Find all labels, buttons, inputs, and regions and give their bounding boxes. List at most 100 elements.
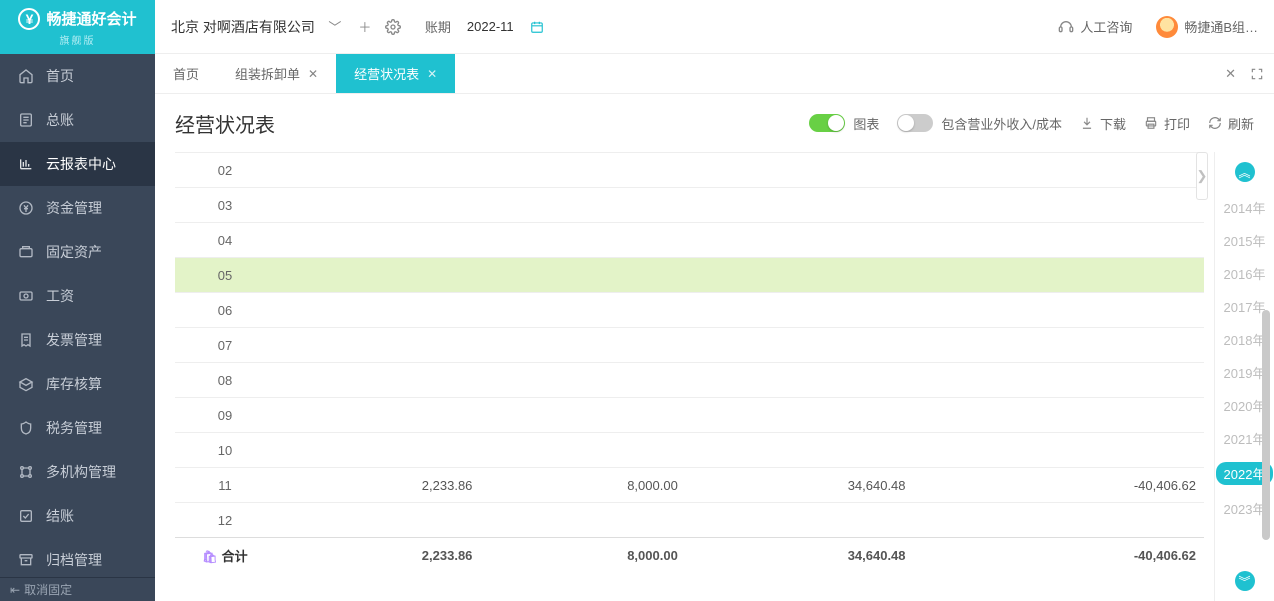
company-dropdown-icon[interactable]: ﹀ bbox=[325, 17, 345, 36]
sidebar-pin-toggle[interactable]: ⇤ 取消固定 bbox=[0, 577, 155, 601]
row-label: 11 bbox=[175, 468, 275, 503]
cell bbox=[275, 258, 480, 293]
print-button[interactable]: 打印 bbox=[1144, 114, 1190, 133]
table-row[interactable]: 06 bbox=[175, 293, 1204, 328]
row-label: 06 bbox=[175, 293, 275, 328]
year-item[interactable]: 2014年 bbox=[1224, 198, 1266, 217]
cell bbox=[914, 398, 963, 433]
year-item[interactable]: 2017年 bbox=[1224, 297, 1266, 316]
tab-close-icon[interactable]: ✕ bbox=[427, 67, 437, 81]
table-row[interactable]: 04 bbox=[175, 223, 1204, 258]
support-link[interactable]: 人工咨询 bbox=[1058, 17, 1132, 36]
table-row[interactable]: 09 bbox=[175, 398, 1204, 433]
total-cell: 34,640.48 bbox=[686, 538, 914, 573]
year-item[interactable]: 2018年 bbox=[1224, 330, 1266, 349]
year-item[interactable]: 2023年 bbox=[1224, 499, 1266, 518]
table-row[interactable]: 112,233.868,000.0034,640.48-40,406.62 bbox=[175, 468, 1204, 503]
cell bbox=[686, 398, 914, 433]
tabs-close-all-icon[interactable]: ✕ bbox=[1225, 66, 1236, 82]
company-selector[interactable]: 北京 对啊酒店有限公司 bbox=[171, 17, 315, 37]
sidebar-item-label: 云报表中心 bbox=[46, 154, 116, 174]
sidebar-item-8[interactable]: 税务管理 bbox=[0, 406, 155, 450]
cell bbox=[963, 363, 1204, 398]
cell bbox=[275, 433, 480, 468]
cell bbox=[686, 363, 914, 398]
cell bbox=[914, 188, 963, 223]
cell bbox=[914, 293, 963, 328]
user-menu[interactable]: 畅捷通B组… bbox=[1156, 16, 1258, 38]
table-row[interactable]: 12 bbox=[175, 503, 1204, 538]
cell bbox=[480, 398, 685, 433]
download-label: 下载 bbox=[1100, 114, 1126, 133]
sidebar-item-3[interactable]: 资金管理 bbox=[0, 186, 155, 230]
sidebar-item-4[interactable]: 固定资产 bbox=[0, 230, 155, 274]
table-row[interactable]: 02 bbox=[175, 153, 1204, 188]
cell bbox=[963, 258, 1204, 293]
archive-icon bbox=[18, 552, 34, 568]
year-item[interactable]: 2020年 bbox=[1224, 396, 1266, 415]
table-row[interactable]: 08 bbox=[175, 363, 1204, 398]
main-region: 北京 对啊酒店有限公司 ﹀ ＋ 账期 2022-11 人工咨询 畅捷通B组… 首… bbox=[155, 0, 1274, 601]
sidebar-item-label: 多机构管理 bbox=[46, 462, 116, 482]
year-item[interactable]: 2019年 bbox=[1224, 363, 1266, 382]
tab-1[interactable]: 组装拆卸单✕ bbox=[217, 54, 336, 93]
data-table: 020304050607080910112,233.868,000.0034,6… bbox=[175, 152, 1204, 573]
year-item[interactable]: 2021年 bbox=[1224, 429, 1266, 448]
table-row[interactable]: 03 bbox=[175, 188, 1204, 223]
settings-icon[interactable] bbox=[385, 19, 405, 35]
table-row[interactable]: 05 bbox=[175, 258, 1204, 293]
table-row[interactable]: 10 bbox=[175, 433, 1204, 468]
panel-collapse-handle[interactable]: ❯ bbox=[1196, 152, 1208, 200]
cell bbox=[686, 153, 914, 188]
tab-2[interactable]: 经营状况表✕ bbox=[336, 54, 455, 93]
cell bbox=[480, 293, 685, 328]
tab-close-icon[interactable]: ✕ bbox=[308, 67, 318, 81]
download-button[interactable]: 下载 bbox=[1080, 114, 1126, 133]
fullscreen-icon[interactable] bbox=[1250, 67, 1264, 81]
cell bbox=[480, 258, 685, 293]
vertical-scrollbar[interactable] bbox=[1262, 310, 1270, 570]
row-label: 12 bbox=[175, 503, 275, 538]
total-cell bbox=[914, 538, 963, 573]
sidebar-item-11[interactable]: 归档管理 bbox=[0, 538, 155, 577]
sidebar-item-label: 结账 bbox=[46, 506, 74, 526]
home-icon bbox=[18, 68, 34, 84]
sidebar-item-7[interactable]: 库存核算 bbox=[0, 362, 155, 406]
sidebar-item-label: 总账 bbox=[46, 110, 74, 130]
sidebar-item-10[interactable]: 结账 bbox=[0, 494, 155, 538]
cell bbox=[914, 433, 963, 468]
sidebar-item-6[interactable]: 发票管理 bbox=[0, 318, 155, 362]
close-icon bbox=[18, 508, 34, 524]
download-icon bbox=[1080, 116, 1094, 130]
cell bbox=[686, 188, 914, 223]
sidebar-item-0[interactable]: 首页 bbox=[0, 54, 155, 98]
sidebar-item-5[interactable]: 工资 bbox=[0, 274, 155, 318]
sidebar-item-9[interactable]: 多机构管理 bbox=[0, 450, 155, 494]
cell bbox=[480, 328, 685, 363]
toggle-chart[interactable] bbox=[809, 114, 845, 132]
refresh-button[interactable]: 刷新 bbox=[1208, 114, 1254, 133]
calendar-icon[interactable] bbox=[530, 20, 544, 34]
tabs-bar: 首页组装拆卸单✕经营状况表✕ ✕ bbox=[155, 54, 1274, 94]
year-down-button[interactable]: ︾ bbox=[1235, 571, 1255, 591]
sidebar-item-label: 工资 bbox=[46, 286, 74, 306]
sidebar-item-2[interactable]: 云报表中心 bbox=[0, 142, 155, 186]
cell bbox=[686, 503, 914, 538]
cell: -40,406.62 bbox=[963, 468, 1204, 503]
table-row[interactable]: 07 bbox=[175, 328, 1204, 363]
sidebar-item-label: 资金管理 bbox=[46, 198, 102, 218]
cell bbox=[963, 153, 1204, 188]
row-label: 03 bbox=[175, 188, 275, 223]
year-item[interactable]: 2015年 bbox=[1224, 231, 1266, 250]
cell bbox=[686, 293, 914, 328]
sidebar-item-1[interactable]: 总账 bbox=[0, 98, 155, 142]
year-up-button[interactable]: ︽ bbox=[1235, 162, 1255, 182]
row-label: 10 bbox=[175, 433, 275, 468]
year-item[interactable]: 2016年 bbox=[1224, 264, 1266, 283]
brand-block[interactable]: ¥ 畅捷通好会计 旗舰版 bbox=[0, 0, 155, 54]
cell bbox=[963, 188, 1204, 223]
toggle-extra[interactable] bbox=[897, 114, 933, 132]
add-company-icon[interactable]: ＋ bbox=[355, 17, 375, 36]
cell bbox=[480, 433, 685, 468]
tab-0[interactable]: 首页 bbox=[155, 54, 217, 93]
